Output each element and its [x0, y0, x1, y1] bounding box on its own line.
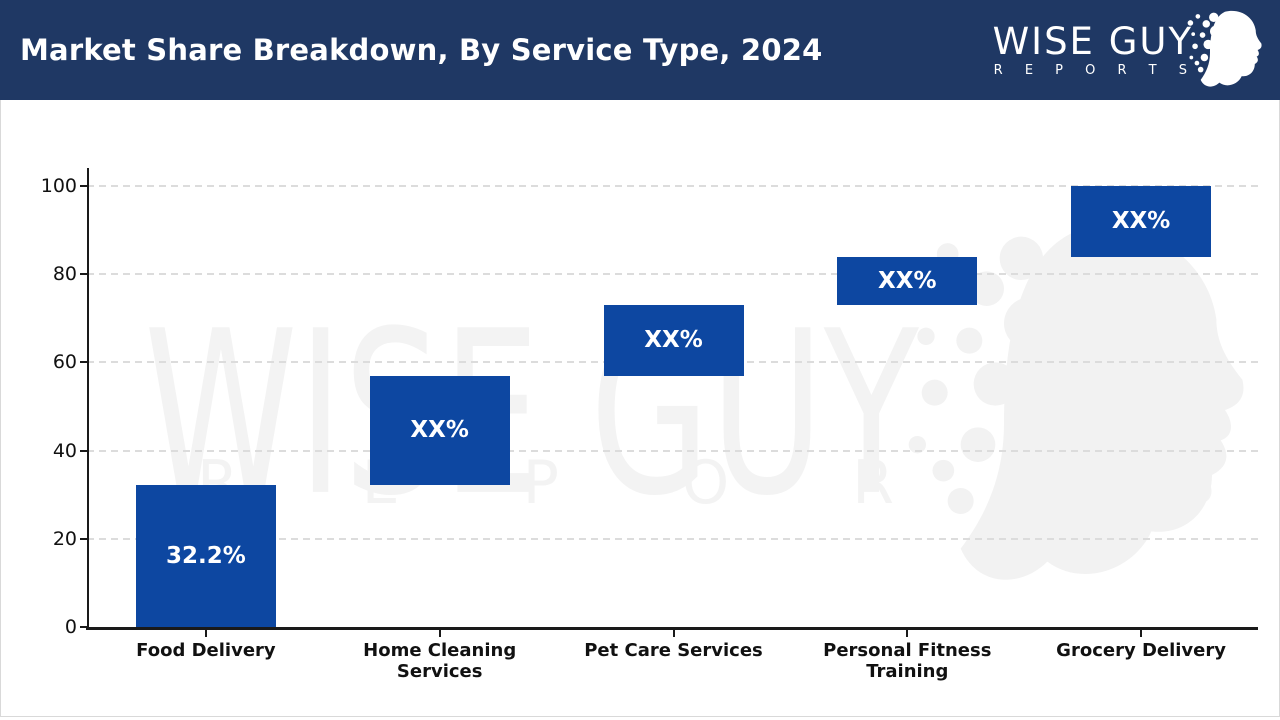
x-tick-mark — [1140, 630, 1143, 637]
x-tick-mark — [204, 630, 207, 637]
y-tick-label: 80 — [52, 263, 77, 286]
x-tick-mark — [438, 630, 441, 637]
bar-value-label: XX% — [1111, 208, 1171, 235]
y-tick-mark — [80, 361, 87, 364]
x-axis — [86, 627, 1258, 630]
y-tick-label: 60 — [52, 351, 77, 374]
y-tick-label: 100 — [40, 175, 77, 197]
bar-value-label: XX% — [878, 267, 937, 294]
x-category-label: Personal Fitness Training — [823, 640, 992, 682]
x-tick-mark — [906, 630, 909, 637]
y-tick-label: 0 — [64, 616, 77, 638]
y-tick-label: 20 — [52, 527, 77, 550]
bar-value-label: 32.2% — [165, 542, 246, 569]
x-tick-mark — [672, 630, 675, 637]
bar-value-label: XX% — [644, 327, 703, 354]
bar — [1071, 186, 1212, 257]
gridline — [87, 273, 1258, 276]
logo-subname: R E P O R T S — [993, 62, 1196, 78]
logo-name: WISE GUY — [992, 19, 1194, 63]
bar — [837, 256, 978, 306]
x-category-label: Grocery Delivery — [1056, 640, 1226, 661]
y-tick-mark — [80, 449, 87, 452]
x-category-label: Home Cleaning Services — [363, 640, 517, 682]
bar — [369, 375, 510, 485]
gridline — [87, 185, 1258, 187]
gridline — [87, 449, 1258, 452]
logo-face-icon — [1187, 10, 1262, 87]
x-category-label: Pet Care Services — [584, 640, 763, 661]
y-tick-mark — [80, 273, 87, 276]
app-header: Market Share Breakdown, By Service Type,… — [0, 0, 1280, 100]
y-tick-mark — [80, 185, 87, 187]
chart-region: WISE GUY R E P O R T S 0 20 40 60 80 100 32.2%… — [0, 100, 1280, 717]
y-tick-mark — [80, 537, 87, 540]
bar — [603, 305, 744, 376]
logo-text: WISE GUY R E P O R T S — [990, 19, 1196, 78]
wiseguy-logo: WISE GUY R E P O R T S — [990, 7, 1266, 93]
y-tick-mark — [80, 626, 87, 628]
y-tick-label: 40 — [52, 439, 77, 462]
bar-value-label: XX% — [410, 417, 469, 444]
page-title: Market Share Breakdown, By Service Type,… — [20, 33, 823, 67]
y-axis — [87, 168, 89, 629]
gridline — [87, 537, 1258, 540]
bar — [135, 484, 276, 627]
bottom-border — [0, 716, 1280, 717]
x-category-label: Food Delivery — [136, 640, 276, 661]
